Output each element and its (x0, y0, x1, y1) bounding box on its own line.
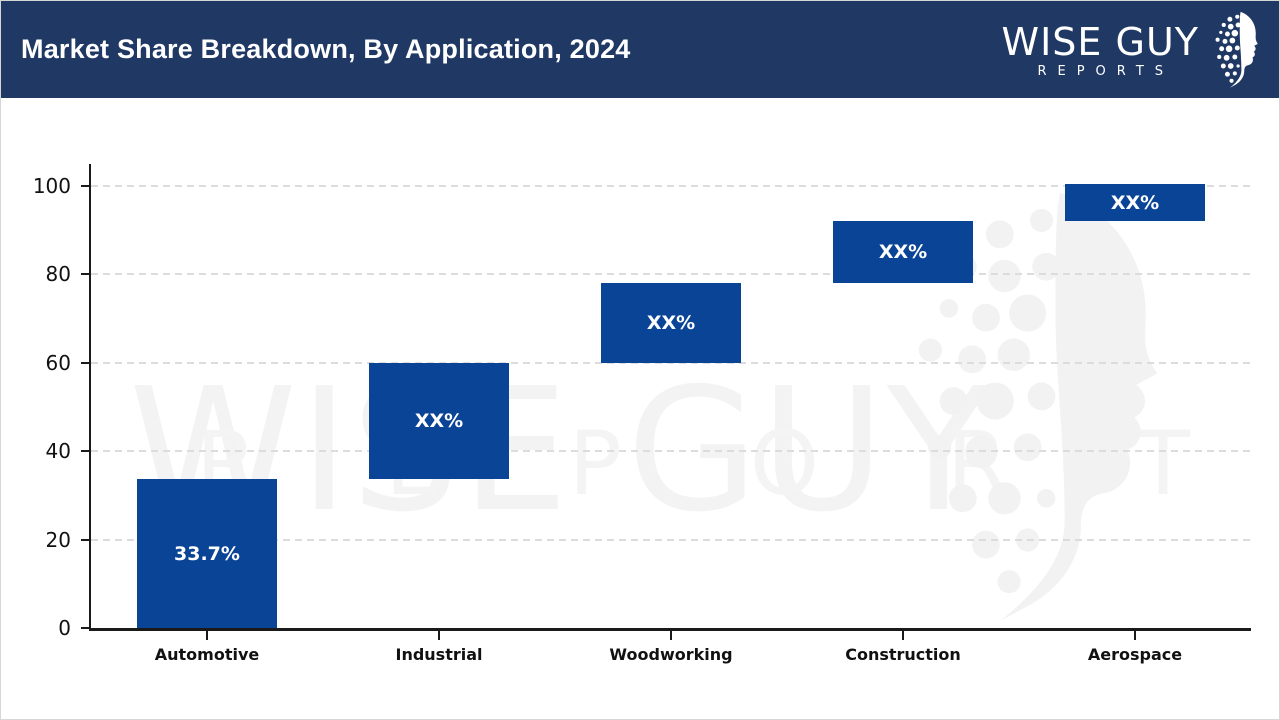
bar-aerospace: XX% (1065, 183, 1205, 222)
y-axis-tick-mark (81, 361, 89, 364)
y-axis-tick-mark (81, 627, 89, 629)
x-axis-category-label: Aerospace (1087, 645, 1183, 664)
y-axis-tick-mark (81, 450, 89, 453)
y-axis-tick-mark (81, 185, 89, 188)
logo-secondary-text: REPORTS (1037, 63, 1175, 79)
wise-guy-reports-logo: WISE GUY REPORTS (1002, 9, 1265, 91)
x-axis-tick-mark (902, 631, 904, 640)
logo-text: WISE GUY REPORTS (1002, 23, 1199, 78)
x-axis-tick-mark (1134, 631, 1136, 640)
x-axis-category-label: Woodworking (609, 645, 733, 664)
bar-value-label: 33.7% (174, 542, 240, 565)
bar-automotive: 33.7% (137, 479, 277, 628)
x-axis-category-label: Construction (845, 645, 961, 664)
dotted-head-profile-icon (1215, 11, 1258, 88)
y-axis-tick-label: 40 (45, 439, 71, 464)
bar-value-label: XX% (414, 409, 464, 432)
x-axis-category-label: Industrial (395, 645, 483, 664)
y-axis-tick-label: 100 (32, 174, 71, 199)
bar-construction: XX% (833, 221, 973, 284)
y-axis-tick-mark (81, 273, 89, 276)
gridline (91, 450, 1251, 453)
bar-value-label: XX% (1110, 191, 1160, 214)
bar-value-label: XX% (878, 241, 928, 264)
y-axis-tick-mark (81, 538, 89, 541)
y-axis-tick-label: 60 (45, 350, 71, 375)
x-axis-tick-mark (206, 631, 208, 640)
y-axis-tick-label: 80 (45, 262, 71, 287)
bar-industrial: XX% (369, 362, 509, 480)
x-axis-tick-mark (670, 631, 672, 640)
y-axis-tick-label: 20 (45, 527, 71, 552)
bar-woodworking: XX% (601, 283, 741, 363)
y-axis-tick-label: 0 (58, 616, 71, 640)
header-bar: Market Share Breakdown, By Application, … (1, 1, 1279, 98)
logo-primary-text: WISE GUY (1001, 19, 1199, 64)
x-axis-category-label: Automotive (154, 645, 260, 664)
x-axis-tick-mark (438, 631, 440, 640)
bar-value-label: XX% (646, 312, 696, 335)
chart-section: WISE GUY R E P O R T S 02040608010033.7%… (1, 98, 1279, 719)
plot-area: 0 20 40 60 80 100 33.7% Automotive XX% Industrial… (33, 164, 1251, 664)
gridline (91, 273, 1251, 276)
page-title: Market Share Breakdown, By Application, … (21, 34, 631, 64)
